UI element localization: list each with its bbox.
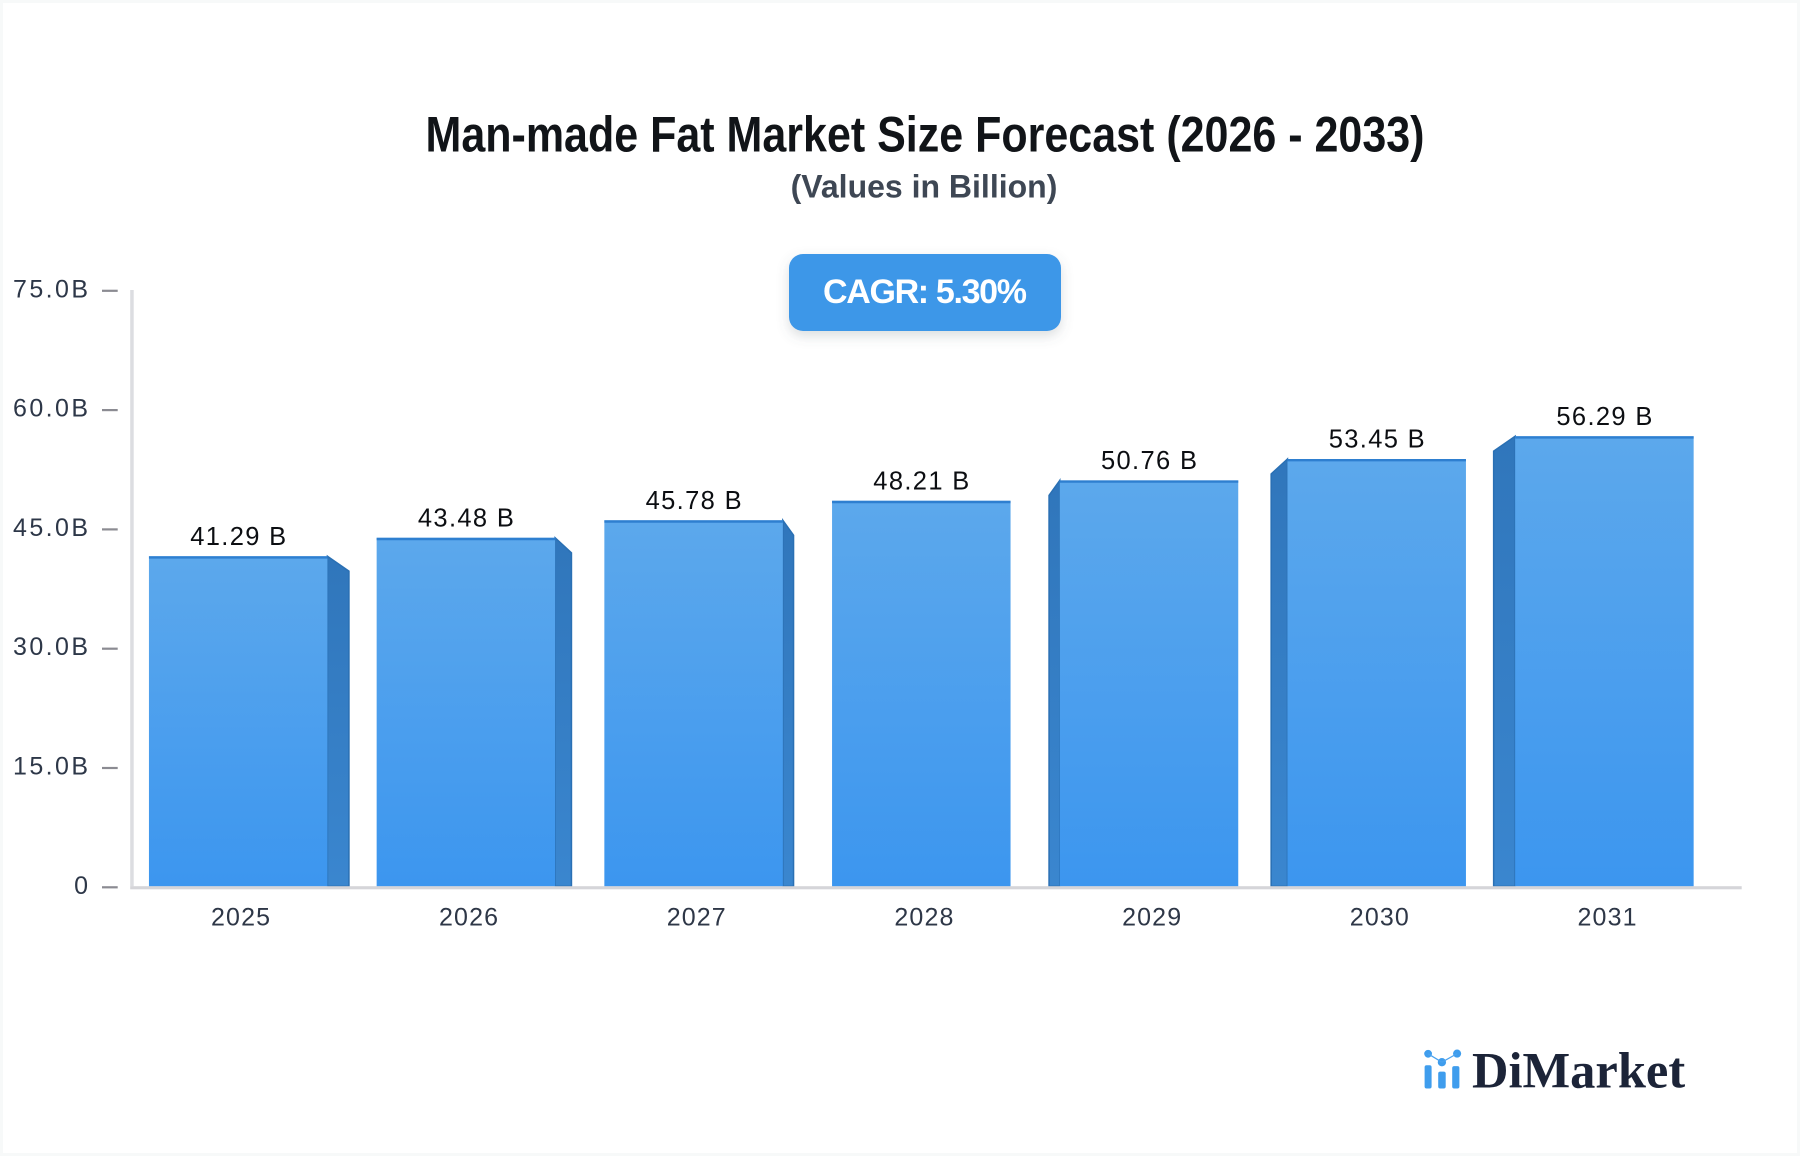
svg-text:Man-made Fat Market Size Forec: Man-made Fat Market Size Forecast (2026 … [426, 107, 1425, 163]
svg-text:15.0B: 15.0B [13, 753, 88, 781]
svg-text:2031: 2031 [1578, 904, 1637, 932]
svg-text:41.29 B: 41.29 B [190, 523, 286, 551]
svg-text:48.21 B: 48.21 B [873, 468, 969, 496]
svg-text:2027: 2027 [667, 904, 726, 932]
svg-text:45.78 B: 45.78 B [646, 487, 742, 515]
svg-text:(Values in Billion): (Values in Billion) [791, 169, 1058, 205]
svg-text:2028: 2028 [894, 904, 953, 932]
svg-text:2029: 2029 [1122, 904, 1181, 932]
svg-text:45.0B: 45.0B [13, 514, 88, 542]
svg-text:75.0B: 75.0B [13, 275, 88, 303]
svg-text:0: 0 [74, 872, 88, 900]
svg-text:43.48 B: 43.48 B [418, 505, 514, 533]
svg-text:DiMarket: DiMarket [1472, 1043, 1685, 1099]
svg-text:53.45 B: 53.45 B [1329, 426, 1425, 454]
svg-text:56.29 B: 56.29 B [1556, 403, 1652, 431]
svg-text:CAGR: 5.30%: CAGR: 5.30% [823, 273, 1027, 311]
svg-text:2026: 2026 [439, 904, 498, 932]
svg-text:2025: 2025 [211, 904, 270, 932]
svg-text:50.76 B: 50.76 B [1101, 447, 1197, 475]
svg-text:60.0B: 60.0B [13, 395, 88, 423]
svg-text:30.0B: 30.0B [13, 633, 88, 661]
svg-text:2030: 2030 [1350, 904, 1409, 932]
